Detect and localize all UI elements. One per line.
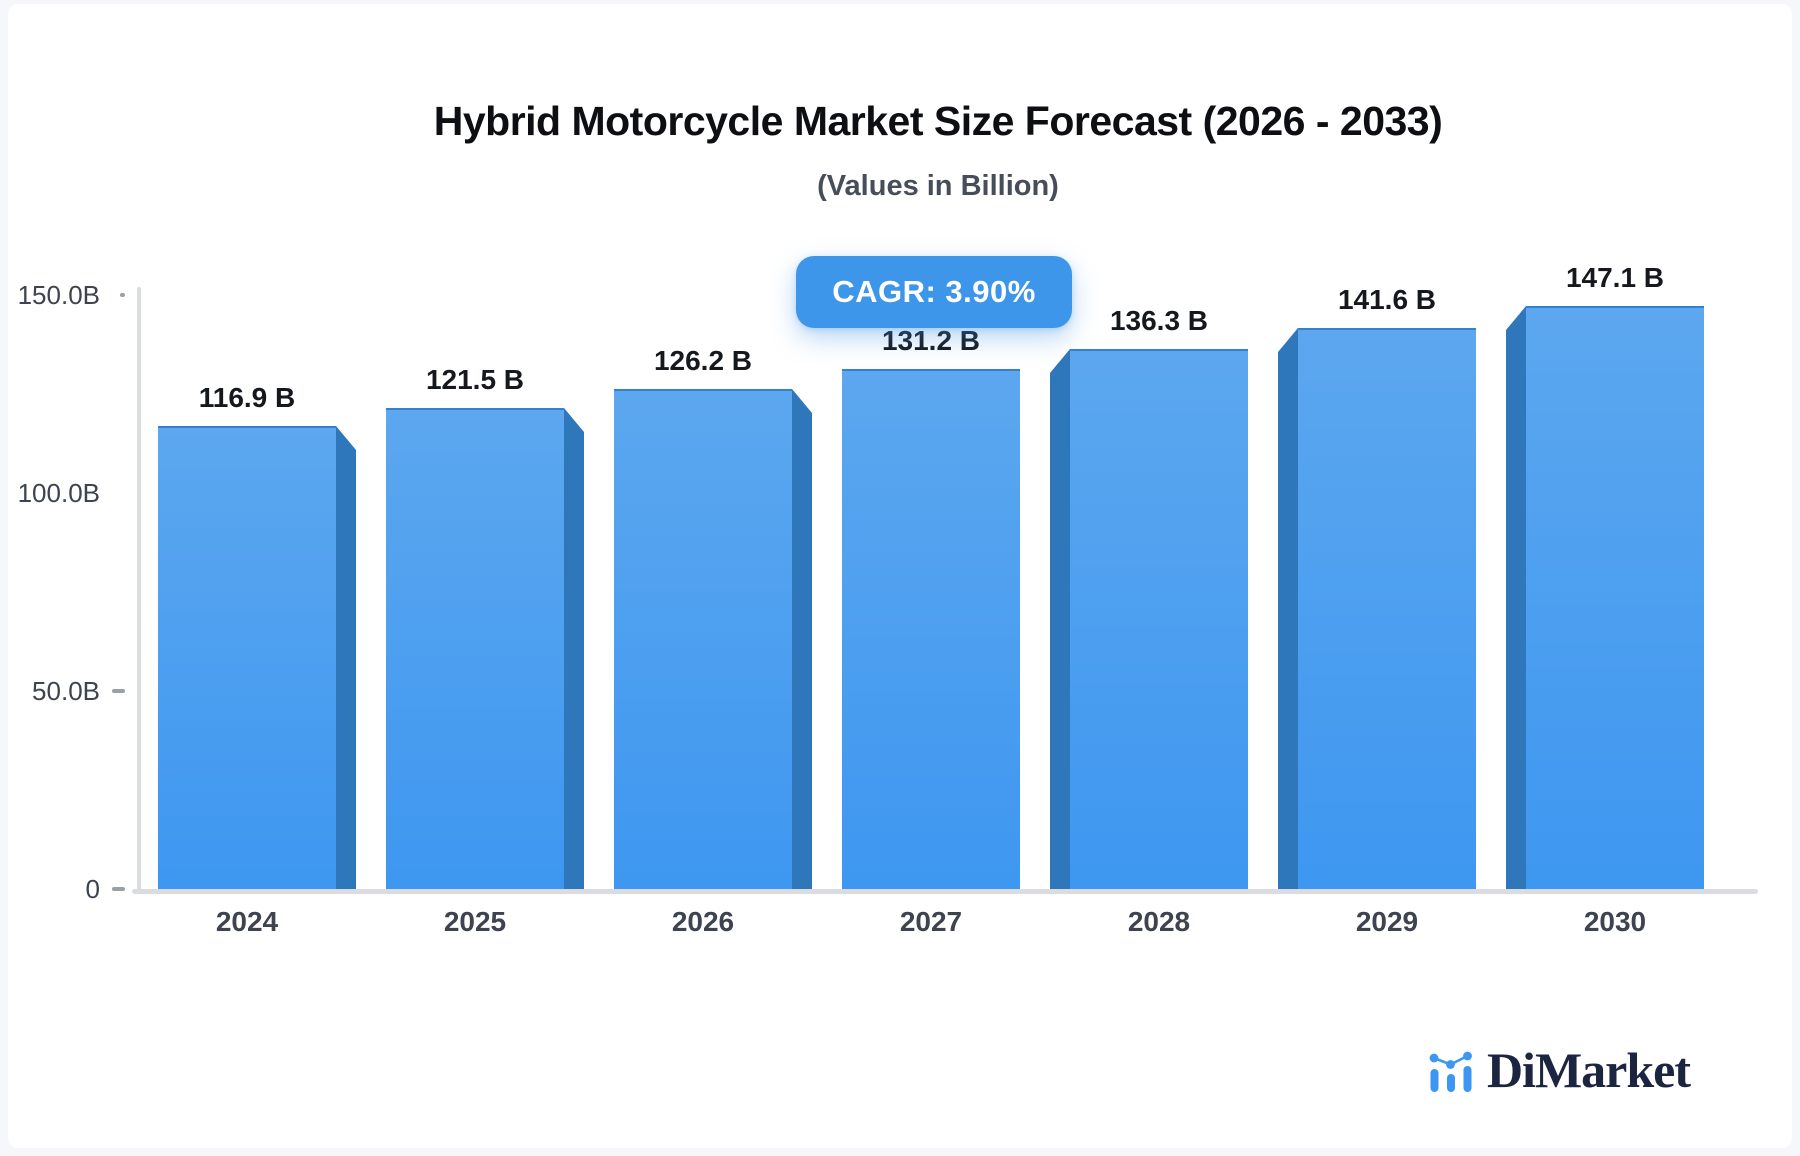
x-tick-label-2029: 2029: [1355, 906, 1419, 937]
bar-value-label-2028: 136.3 B: [1109, 305, 1209, 336]
y-tick-label-150: 150.0B: [17, 280, 100, 310]
bar-value-label-2024: 116.9 B: [198, 382, 296, 413]
bar-2027[interactable]: [842, 369, 1020, 889]
x-tick-label-2030: 2030: [1583, 906, 1647, 937]
y-axis-line: [137, 287, 141, 892]
bar-2026[interactable]: [614, 389, 792, 889]
bar-value-label-2026: 126.2 B: [653, 345, 753, 376]
y-tick-label-100: 100.0B: [17, 478, 100, 508]
bar-value-label-2025: 121.5 B: [425, 364, 525, 395]
y-tick-mark-0: [112, 887, 125, 891]
bar-2028[interactable]: [1070, 349, 1248, 889]
bar-chart-logo-icon: [1429, 1051, 1472, 1092]
bar-side-2025: [564, 408, 584, 889]
bar-2030[interactable]: [1526, 306, 1704, 889]
x-tick-label-2025: 2025: [443, 906, 507, 937]
x-tick-label-2027: 2027: [899, 906, 963, 937]
bar-side-2029: [1278, 328, 1298, 889]
bar-value-label-2030: 147.1 B: [1565, 262, 1665, 293]
x-axis-line: [132, 889, 1758, 894]
bar-2025[interactable]: [386, 408, 564, 889]
bar-side-2030: [1506, 306, 1526, 889]
chart-title: Hybrid Motorcycle Market Size Forecast (…: [433, 98, 1443, 144]
cagr-badge-label: CAGR: 3.90%: [832, 274, 1036, 309]
bar-value-label-2029: 141.6 B: [1337, 284, 1437, 315]
brand-logo: DiMarket: [1428, 1042, 1691, 1098]
x-tick-label-2026: 2026: [671, 906, 735, 937]
chart-subtitle: (Values in Billion): [817, 170, 1059, 202]
bar-2024[interactable]: [158, 426, 336, 889]
x-tick-label-2024: 2024: [215, 906, 279, 937]
y-tick-label-50: 50.0B: [32, 676, 100, 706]
bar-side-2028: [1050, 349, 1070, 889]
y-tick-mark-50: [112, 689, 125, 693]
bar-side-2024: [336, 426, 356, 889]
y-tick-label-0: 0: [85, 874, 100, 904]
brand-logo-text: DiMarket: [1486, 1042, 1691, 1098]
y-tick-mark-150: [120, 293, 125, 297]
bar-side-2026: [792, 389, 812, 889]
bar-2029[interactable]: [1298, 328, 1476, 889]
x-tick-label-2028: 2028: [1127, 906, 1191, 937]
chart-card: Hybrid Motorcycle Market Size Forecast (…: [8, 4, 1792, 1148]
bar-value-label-2027: 131.2 B: [881, 325, 981, 356]
cagr-badge: CAGR: 3.90%: [796, 256, 1072, 328]
